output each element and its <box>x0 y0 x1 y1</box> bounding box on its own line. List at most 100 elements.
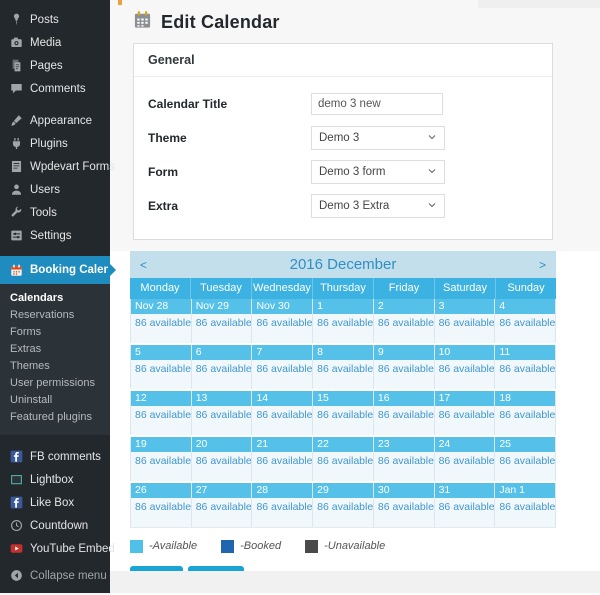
calendar-cell-21[interactable]: 21 86 available <box>252 437 314 481</box>
availability-text: 86 available <box>438 501 495 513</box>
submenu-item-reservations[interactable]: Reservations <box>10 309 75 321</box>
date-label: 11 <box>495 345 556 360</box>
sidebar-item-label: Countdown <box>30 519 89 532</box>
calendar-cell-1[interactable]: 1 86 available <box>313 299 374 343</box>
calendar-cell-20[interactable]: 20 86 available <box>191 437 253 481</box>
date-label: 8 <box>313 345 373 360</box>
legend-swatch <box>130 539 143 553</box>
calendar-cell-25[interactable]: 25 86 available <box>495 437 557 481</box>
calendar-cell-13[interactable]: 13 86 available <box>191 391 253 435</box>
calendar-cell-8[interactable]: 8 86 available <box>313 345 374 389</box>
calendar-cell-24[interactable]: 24 86 available <box>434 437 496 481</box>
date-label: 23 <box>373 437 434 452</box>
calendar-cell-4[interactable]: 4 86 available <box>495 299 557 343</box>
availability-text: 86 available <box>377 455 434 467</box>
extra-select-value: Demo 3 Extra <box>319 200 390 212</box>
calendar-cell-29[interactable]: 29 86 available <box>313 483 374 528</box>
date-label: 29 <box>313 483 373 498</box>
submenu-item-themes[interactable]: Themes <box>10 360 50 372</box>
calendar-legend: -Available -Booked -Unavailable <box>130 538 600 554</box>
calendar-cell-12[interactable]: 12 86 available <box>130 391 192 435</box>
calendar-cell-10[interactable]: 10 86 available <box>434 345 496 389</box>
next-month-button[interactable]: > <box>538 257 546 272</box>
calendar-cell-18[interactable]: 18 86 available <box>495 391 557 435</box>
extra-select[interactable]: Demo 3 Extra <box>311 194 445 218</box>
sidebar-group-admin: Appearance Plugins Wpdevart Forms Users Tool… <box>0 109 115 247</box>
sidebar-item-appearance[interactable]: Appearance <box>0 109 110 132</box>
legend-label: -Available <box>149 540 198 552</box>
date-label: 6 <box>191 345 252 360</box>
calendar-cell-15[interactable]: 15 86 available <box>313 391 374 435</box>
sidebar-item-like-box[interactable]: Like Box <box>0 491 110 514</box>
sidebar-item-label: Tools <box>30 206 57 219</box>
orange-marker <box>118 0 122 5</box>
sidebar-item-wpdevart-forms[interactable]: Wpdevart Forms <box>0 155 115 178</box>
calendar-cell-19[interactable]: 19 86 available <box>130 437 192 481</box>
sidebar-item-comments[interactable]: Comments <box>0 77 110 100</box>
sidebar-item-media[interactable]: Media <box>0 31 110 54</box>
calendar-cell-9[interactable]: 9 86 available <box>373 345 435 389</box>
submenu-item-forms[interactable]: Forms <box>10 326 42 338</box>
sidebar-item-settings[interactable]: Settings <box>0 224 110 247</box>
youtube-icon <box>9 542 23 556</box>
theme-select[interactable]: Demo 3 <box>311 126 445 150</box>
availability-text: 86 available <box>438 317 495 329</box>
calendar-cell-27[interactable]: 27 86 available <box>191 483 253 528</box>
calendar-cell-31[interactable]: 31 86 available <box>434 483 496 528</box>
calendar-cell-22[interactable]: 22 86 available <box>313 437 374 481</box>
calendar-cell-jan-1[interactable]: Jan 1 86 available <box>495 483 557 528</box>
sidebar-item-users[interactable]: Users <box>0 178 110 201</box>
date-label: 28 <box>252 483 313 498</box>
submenu-item-calendars[interactable]: Calendars <box>10 292 64 304</box>
availability-text: 86 available <box>438 409 495 421</box>
prev-month-button[interactable]: < <box>140 257 148 272</box>
sidebar-item-plugins[interactable]: Plugins <box>0 132 110 155</box>
calendar-cell-28[interactable]: 28 86 available <box>252 483 314 528</box>
sidebar-item-countdown[interactable]: Countdown <box>0 514 110 537</box>
date-label: 16 <box>373 391 434 406</box>
calendar-cell-23[interactable]: 23 86 available <box>373 437 435 481</box>
calendar-cell-26[interactable]: 26 86 available <box>130 483 192 528</box>
form-select[interactable]: Demo 3 form <box>311 160 445 184</box>
calendar-cell-2[interactable]: 2 86 available <box>373 299 435 343</box>
clock-icon <box>9 519 23 533</box>
calendar-cell-6[interactable]: 6 86 available <box>191 345 253 389</box>
sidebar-group-plugins: FB comments Lightbox Like Box Countdown YouT… <box>0 445 115 560</box>
availability-text: 86 available <box>499 455 556 467</box>
submenu-item-extras[interactable]: Extras <box>10 343 42 355</box>
theme-label: Theme <box>148 131 187 145</box>
sidebar-item-pages[interactable]: Pages <box>0 54 110 77</box>
sidebar-item-posts[interactable]: Posts <box>0 8 110 31</box>
calendar-cell-11[interactable]: 11 86 available <box>495 345 557 389</box>
calendar-cell-nov-28[interactable]: Nov 28 86 available <box>130 299 192 343</box>
calendar-cell-nov-29[interactable]: Nov 29 86 available <box>191 299 253 343</box>
calendar-icon <box>133 10 152 34</box>
date-label: Jan 1 <box>495 483 556 498</box>
calendar-cell-16[interactable]: 16 86 available <box>373 391 435 435</box>
sidebar-item-youtube-embed[interactable]: YouTube Embed <box>0 537 115 560</box>
calendar-title-label: Calendar Title <box>148 97 228 111</box>
sidebar-item-tools[interactable]: Tools <box>0 201 110 224</box>
calendar-cell-30[interactable]: 30 86 available <box>373 483 435 528</box>
date-label: 10 <box>434 345 495 360</box>
sidebar-item-fb-comments[interactable]: FB comments <box>0 445 110 468</box>
sidebar-item-collapse-menu[interactable]: Collapse menu <box>0 564 110 587</box>
submenu-item-uninstall[interactable]: Uninstall <box>10 394 53 406</box>
availability-text: 86 available <box>256 501 313 513</box>
calendar-cell-7[interactable]: 7 86 available <box>252 345 314 389</box>
calendar-cell-3[interactable]: 3 86 available <box>434 299 496 343</box>
submenu-item-featured-plugins[interactable]: Featured plugins <box>10 411 92 423</box>
sidebar-item-lightbox[interactable]: Lightbox <box>0 468 110 491</box>
date-label: 27 <box>191 483 252 498</box>
calendar-cell-17[interactable]: 17 86 available <box>434 391 496 435</box>
collapse-icon <box>9 569 23 583</box>
sidebar-item-booking-calendar[interactable]: Booking Calendar <box>0 256 128 284</box>
calendar-title-input[interactable] <box>311 93 443 115</box>
day-header-thursday: Thursday <box>313 278 374 299</box>
page-title: Edit Calendar <box>161 11 280 32</box>
calendar-cell-14[interactable]: 14 86 available <box>252 391 314 435</box>
calendar-cell-5[interactable]: 5 86 available <box>130 345 192 389</box>
calendar-cell-nov-30[interactable]: Nov 30 86 available <box>252 299 314 343</box>
submenu-item-user-permissions[interactable]: User permissions <box>10 377 95 389</box>
date-label: 30 <box>373 483 434 498</box>
